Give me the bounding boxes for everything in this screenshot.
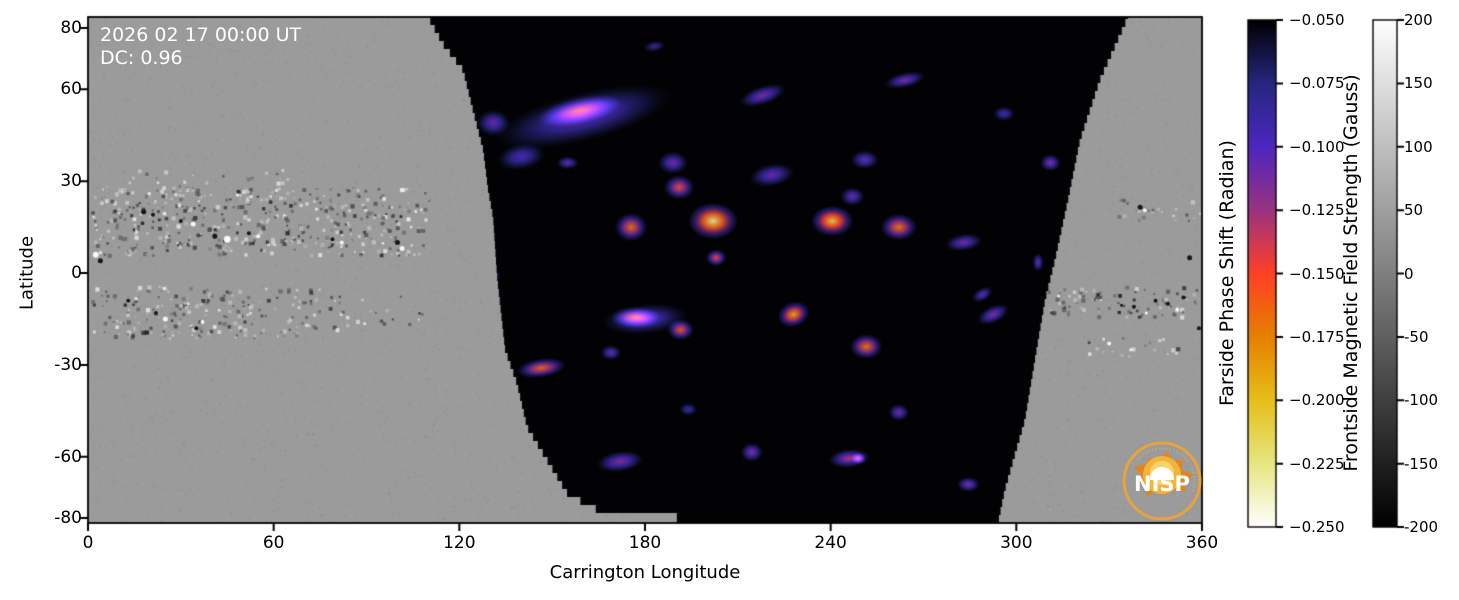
x-tick-label: 60 xyxy=(262,533,285,553)
y-tick-label: 80 xyxy=(60,18,82,39)
frontside-cb-tick-label: 150 xyxy=(1404,74,1433,93)
x-tick-label: 120 xyxy=(443,533,476,553)
y-tick-label: 0 xyxy=(71,263,82,284)
y-tick-label: 60 xyxy=(60,79,82,100)
frontside-cb-tick-label: 50 xyxy=(1404,201,1424,220)
frontside-cb-tick-label: -50 xyxy=(1404,327,1429,346)
farside-cb-tick-label: −0.175 xyxy=(1289,327,1345,346)
frontside-cb-tick-label: -100 xyxy=(1404,391,1439,410)
x-tick-label: 300 xyxy=(1000,533,1033,553)
x-tick-label: 360 xyxy=(1185,533,1219,553)
x-axis-title: Carrington Longitude xyxy=(549,562,741,583)
frontside-cb-tick-label: 200 xyxy=(1404,11,1433,29)
frontside-cb-tick-label: -150 xyxy=(1404,454,1439,473)
y-tick-label: -80 xyxy=(54,508,82,529)
nisp-logo-ring-microtext-2 xyxy=(1135,447,1189,462)
y-tick-label: -60 xyxy=(54,446,82,467)
x-tick-label: 240 xyxy=(814,533,847,553)
timestamp-label: 2026 02 17 00:00 UT xyxy=(100,24,302,46)
nisp-logo-ring-microtext xyxy=(1191,468,1196,494)
y-tick-label: 30 xyxy=(60,171,82,192)
frontside-cb-tick-label: 100 xyxy=(1404,137,1433,156)
frontside-cb-tick-label: -200 xyxy=(1404,518,1439,536)
nisp-logo: NISP xyxy=(1112,431,1212,531)
y-tick-label: -30 xyxy=(54,354,82,375)
x-tick-label: 180 xyxy=(628,533,662,553)
farside-cb-tick-label: −0.250 xyxy=(1289,518,1345,536)
farside-cb-tick-label: −0.050 xyxy=(1289,11,1345,29)
farside-cb-tick-label: −0.150 xyxy=(1289,264,1345,283)
farside-cb-tick-label: −0.125 xyxy=(1289,201,1345,220)
farside-cb-tick-label: −0.225 xyxy=(1289,454,1345,473)
farside-cb-tick-label: −0.100 xyxy=(1289,137,1345,156)
nisp-logo-text: NISP xyxy=(1134,472,1190,496)
nisp-logo-dome xyxy=(1150,467,1174,480)
y-axis-title: Latitude xyxy=(16,235,38,311)
nisp-logo-ring xyxy=(1122,441,1202,521)
farside-colorbar-title: Farside Phase Shift (Radian) xyxy=(1216,140,1238,406)
duty-cycle-label: DC: 0.96 xyxy=(100,47,183,69)
map-overlay-text: 2026 02 17 00:00 UT DC: 0.96 xyxy=(100,24,301,70)
farside-cb-tick-label: −0.075 xyxy=(1289,74,1345,93)
frontside-cb-tick-label: 0 xyxy=(1404,264,1414,283)
x-tick-label: 0 xyxy=(82,533,94,553)
farside-cb-tick-label: −0.200 xyxy=(1289,391,1345,410)
